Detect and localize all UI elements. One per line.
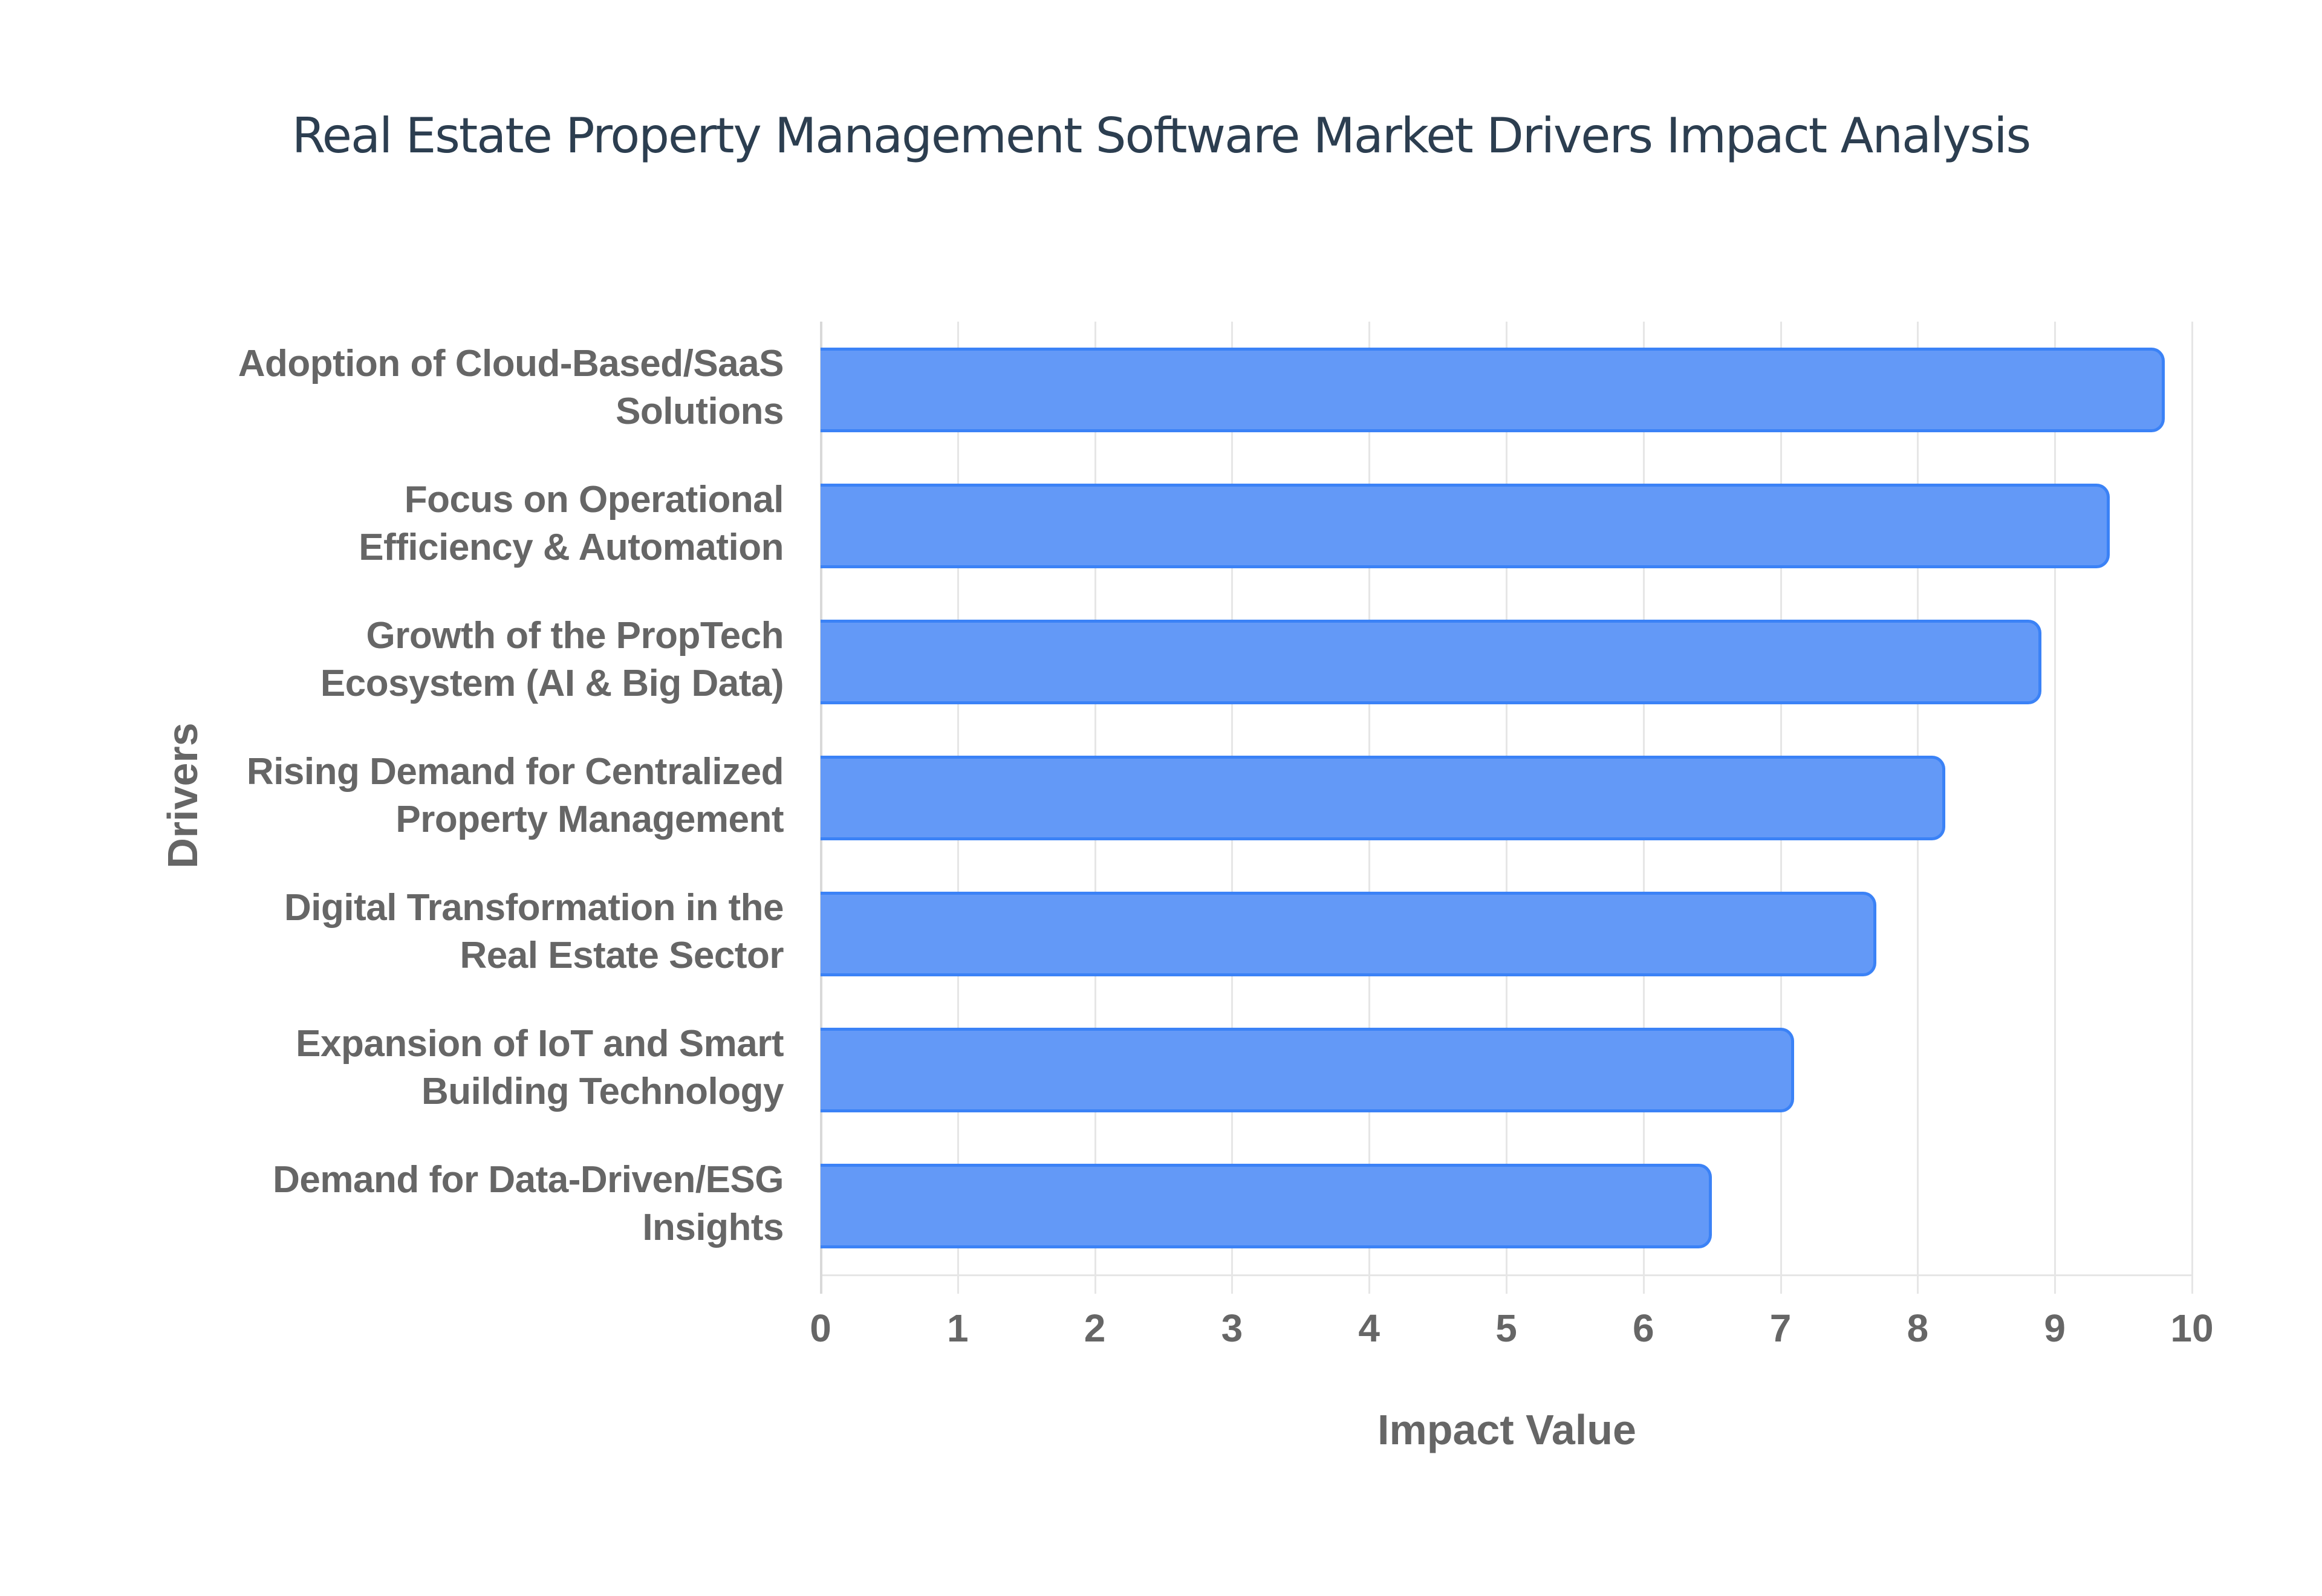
label-line: Focus on Operational [404,478,784,521]
gridline [2054,322,2057,1294]
plot-area [820,322,2193,1294]
chart-title: Real Estate Property Management Software… [291,108,2031,164]
label-line: Growth of the PropTech [366,614,784,657]
x-tick-label: 9 [2044,1306,2066,1350]
label-line: Digital Transformation in the [284,887,784,929]
y-category-label: Focus on Operational Efficiency & Automat… [119,476,784,571]
bar[interactable] [821,756,1945,840]
label-line: Building Technology [421,1071,784,1113]
y-category-label: Adoption of Cloud-Based/SaaS Solutions [119,340,784,435]
bar[interactable] [821,347,2165,432]
label-line: Adoption of Cloud-Based/SaaS [238,342,784,384]
y-category-label: Expansion of IoT and Smart Building Techn… [119,1020,784,1115]
x-tick-label: 10 [2170,1306,2214,1350]
label-line: Rising Demand for Centralized [246,751,784,793]
x-tick-label: 1 [947,1306,969,1350]
y-category-label: Demand for Data-Driven/ESG Insights [119,1156,784,1251]
label-line: Property Management [395,799,784,840]
label-line: Insights [642,1207,784,1249]
label-line: Efficiency & Automation [359,526,784,568]
x-tick-label: 5 [1495,1306,1517,1350]
x-tick-label: 3 [1221,1306,1243,1350]
label-line: Solutions [616,390,784,432]
x-tick-label: 0 [810,1306,831,1350]
y-category-label: Digital Transformation in the Real Estate… [119,884,784,979]
bar[interactable] [821,1028,1795,1113]
x-tick-label: 7 [1769,1306,1792,1350]
y-category-label: Growth of the PropTech Ecosystem (AI & Bi… [119,612,784,707]
label-line: Demand for Data-Driven/ESG [273,1159,784,1201]
bar[interactable] [821,483,2110,568]
gridline [2191,322,2193,1294]
label-line: Expansion of IoT and Smart [296,1023,784,1065]
x-tick-label: 8 [1907,1306,1929,1350]
bar[interactable] [821,619,2041,704]
y-category-label: Rising Demand for Centralized Property Ma… [119,748,784,843]
bar[interactable] [821,1164,1712,1249]
x-tick-label: 4 [1358,1306,1380,1350]
x-tick-label: 2 [1084,1306,1106,1350]
x-axis-title: Impact Value [1377,1406,1636,1453]
label-line: Ecosystem (AI & Big Data) [320,662,784,704]
bar[interactable] [821,892,1877,977]
label-line: Real Estate Sector [460,935,784,977]
x-tick-label: 6 [1633,1306,1654,1350]
